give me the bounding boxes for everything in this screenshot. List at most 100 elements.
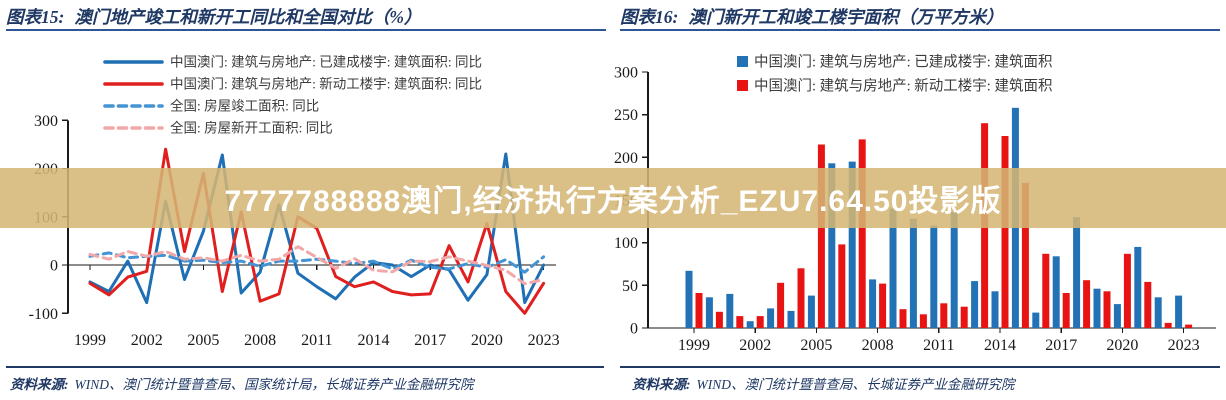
bar-2010-s1: [919, 314, 927, 328]
right-source-separator: [620, 366, 1220, 368]
right-x-tick-label: 2017: [1045, 337, 1077, 354]
watermark-band: 7777788888澳门,经济执行方案分析_EZU7.64.50投影版: [0, 168, 1226, 228]
left-x-tick-label: 2014: [358, 332, 390, 349]
bar-2012-s1: [960, 306, 968, 328]
left-chart-title: 图表15: 澳门地产竣工和新开工同比和全国对比（%）: [6, 4, 606, 31]
bar-2009-s0: [889, 208, 897, 328]
left-source-line: 资料来源: WIND、澳门统计暨普查局、国家统计局，长城证券产业金融研究院: [10, 373, 474, 393]
left-x-tick-label: 2017: [414, 332, 446, 349]
bar-2017-s0: [1052, 256, 1060, 328]
right-y-tick-label: 100: [614, 235, 638, 252]
bar-2003-s1: [777, 282, 785, 328]
bar-2010-s0: [909, 218, 917, 328]
bar-2011-s0: [930, 225, 938, 328]
left-x-tick-label: 2023: [528, 332, 560, 349]
left-y-tick-label: 300: [34, 113, 58, 130]
right-chart-title-text: 澳门新开工和竣工楼宇面积（万平方米）: [688, 7, 1004, 27]
watermark-text: 7777788888澳门,经济执行方案分析_EZU7.64.50投影版: [224, 185, 1002, 218]
left-source-text: WIND、澳门统计暨普查局、国家统计局，长城证券产业金融研究院: [74, 377, 474, 392]
bar-2016-s1: [1042, 253, 1050, 328]
bar-2002-s0: [746, 321, 754, 328]
bar-2006-s0: [828, 163, 836, 328]
bar-2017-s1: [1062, 293, 1070, 328]
left-line-chart: 3002001000-10019992002200520082011201420…: [29, 55, 560, 350]
left-x-tick-label: 1999: [74, 332, 106, 349]
bar-2001-s0: [726, 293, 734, 328]
left-x-tick-label: 2002: [131, 332, 163, 349]
legend-label-3: 全国: 房屋新开工面积: 同比: [170, 120, 333, 136]
bar-2014-s1: [1001, 136, 1009, 328]
bar-2000-s0: [705, 297, 713, 328]
left-chart-title-label: 图表15:: [6, 7, 65, 27]
bar-2005-s1: [817, 144, 825, 328]
bar-2007-s1: [858, 139, 866, 328]
left-y-tick-label: -100: [29, 306, 58, 323]
bar-2012-s0: [950, 211, 958, 328]
bar-2014-s0: [991, 291, 999, 328]
right-x-tick-label: 2008: [862, 337, 894, 354]
bar-2019-s0: [1093, 288, 1101, 328]
bar-2008-s0: [869, 279, 877, 328]
right-y-tick-label: 300: [614, 65, 638, 82]
right-x-tick-label: 2020: [1106, 337, 1138, 354]
bar-2015-s1: [1021, 182, 1029, 328]
bar-1999-s1: [695, 293, 703, 328]
left-x-tick-label: 2020: [471, 332, 503, 349]
legend-label-2: 全国: 房屋竣工面积: 同比: [170, 98, 319, 114]
bar-2004-s0: [787, 310, 795, 328]
right-y-tick-label: 50: [622, 278, 638, 295]
bar-2021-s1: [1144, 281, 1152, 328]
bar-2005-s0: [807, 295, 815, 328]
right-y-tick-label: 200: [614, 150, 638, 167]
right-source-line: 资料来源: WIND、澳门统计暨普查局、长城证券产业金融研究院: [632, 373, 1015, 393]
right-y-tick-label: 250: [614, 107, 638, 124]
bar-2023-s1: [1185, 324, 1193, 328]
left-line-series-2: [88, 251, 546, 274]
bar-2000-s1: [715, 311, 723, 328]
bar-2007-s0: [848, 161, 856, 328]
bar-2004-s1: [797, 268, 805, 328]
bar-2023-s0: [1175, 295, 1183, 328]
bar-2003-s0: [767, 308, 775, 328]
bar-2018-s0: [1073, 217, 1081, 328]
bar-2020-s0: [1113, 304, 1121, 328]
bar-2019-s1: [1103, 291, 1111, 328]
right-x-tick-label: 2002: [739, 337, 771, 354]
bar-2001-s1: [736, 316, 744, 328]
legend-swatch-0: [737, 56, 748, 67]
bar-2002-s1: [756, 316, 764, 328]
right-y-tick-label: 0: [630, 321, 638, 338]
legend-label-1: 中国澳门: 建筑与房地产: 新动工楼宇: 建筑面积: [754, 78, 1052, 95]
left-chart-title-text: 澳门地产竣工和新开工同比和全国对比（%）: [74, 7, 422, 27]
legend-label-0: 中国澳门: 建筑与房地产: 已建成楼宇: 建筑面积: 同比: [170, 55, 482, 70]
right-x-tick-label: 2014: [984, 337, 1016, 354]
bar-2022-s0: [1154, 297, 1162, 328]
left-line-series-3: [88, 245, 546, 286]
right-x-tick-label: 2005: [800, 337, 832, 354]
left-source-separator: [6, 366, 604, 368]
left-x-tick-label: 2005: [187, 332, 219, 349]
right-chart-title-label: 图表16:: [620, 7, 679, 27]
legend-label-0: 中国澳门: 建筑与房地产: 已建成楼宇: 建筑面积: [754, 54, 1052, 71]
right-x-tick-label: 1999: [678, 337, 710, 354]
left-source-label: 资料来源:: [10, 377, 69, 392]
right-source-text: WIND、澳门统计暨普查局、长城证券产业金融研究院: [696, 377, 1015, 392]
right-chart-title: 图表16: 澳门新开工和竣工楼宇面积（万平方米）: [620, 4, 1220, 31]
left-line-series-1: [88, 147, 546, 315]
bar-2006-s1: [838, 244, 846, 328]
bar-2018-s1: [1083, 280, 1091, 328]
legend-swatch-1: [737, 80, 748, 91]
right-x-tick-label: 2023: [1168, 337, 1200, 354]
legend-label-1: 中国澳门: 建筑与房地产: 新动工楼宇: 建筑面积: 同比: [170, 77, 482, 92]
bar-2021-s0: [1134, 246, 1142, 328]
left-y-tick-label: 0: [50, 258, 58, 275]
right-source-label: 资料来源:: [632, 377, 691, 392]
bar-2008-s1: [879, 283, 887, 328]
bar-2009-s1: [899, 309, 907, 328]
bar-2022-s1: [1164, 322, 1172, 328]
right-x-tick-label: 2011: [923, 337, 954, 354]
bar-1999-s0: [685, 270, 693, 328]
